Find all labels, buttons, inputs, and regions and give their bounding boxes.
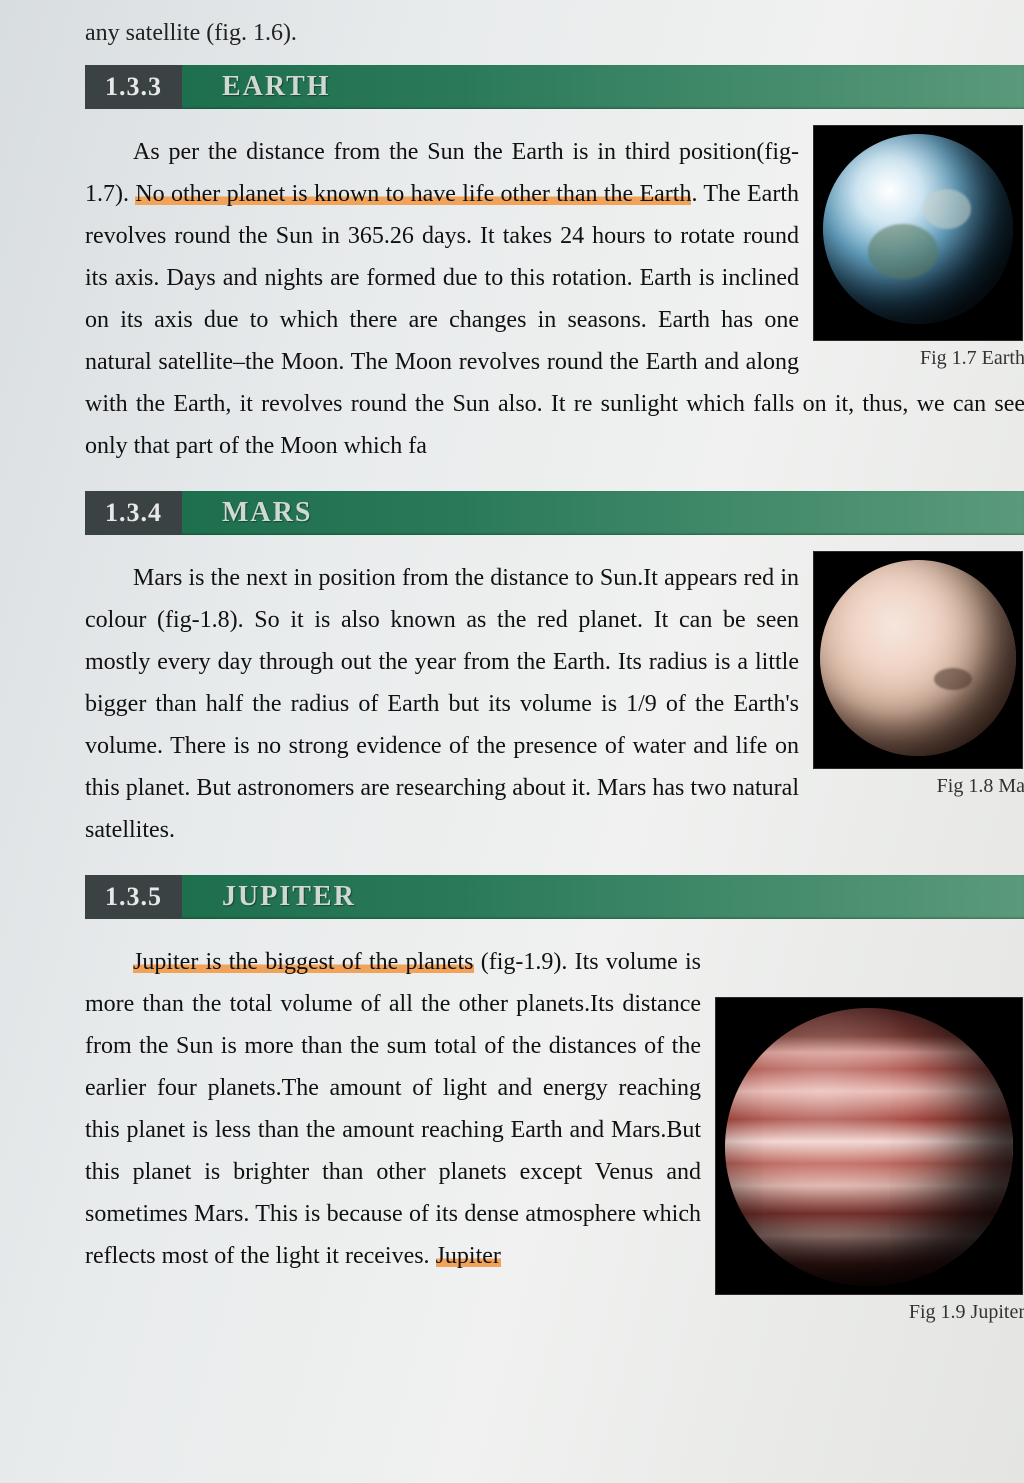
section-title: JUPITER [222, 881, 356, 913]
figure-mars: Fig 1.8 Ma [813, 551, 1024, 798]
highlighted-text: Jupiter [436, 1243, 501, 1269]
figure-caption-earth: Fig 1.7 Earth [813, 347, 1024, 370]
text-run: (fig-1.9). Its volume is more than the t… [85, 949, 701, 1269]
figure-caption-mars: Fig 1.8 Ma [813, 775, 1024, 798]
section-header-mars: 1.3.4 MARS [85, 491, 1024, 535]
section-number: 1.3.4 [85, 491, 182, 535]
figure-image-jupiter [715, 997, 1023, 1295]
page-fragment-top: any satellite (fig. 1.6). [85, 20, 1024, 47]
figure-image-earth [813, 125, 1023, 341]
highlighted-text: Jupiter is the biggest of the planets [133, 949, 474, 975]
highlighted-text: No other planet is known to have life ot… [135, 181, 691, 207]
figure-earth: Fig 1.7 Earth [813, 125, 1024, 370]
section-title: MARS [222, 497, 312, 529]
section-header-earth: 1.3.3 EARTH [85, 65, 1024, 109]
section-body-earth: Fig 1.7 Earth As per the distance from t… [85, 131, 1024, 467]
section-header-jupiter: 1.3.5 JUPITER [85, 875, 1024, 919]
planet-mars-illustration [820, 560, 1016, 756]
section-number: 1.3.5 [85, 875, 182, 919]
figure-image-mars [813, 551, 1023, 769]
section-body-jupiter: Fig 1.9 Jupiter Jupiter is the biggest o… [85, 941, 1024, 1330]
figure-caption-jupiter: Fig 1.9 Jupiter [715, 1301, 1024, 1324]
section-title: EARTH [222, 71, 331, 103]
section-number: 1.3.3 [85, 65, 182, 109]
figure-jupiter: Fig 1.9 Jupiter [715, 997, 1024, 1324]
planet-jupiter-illustration [725, 1008, 1013, 1286]
section-body-mars: Fig 1.8 Ma Mars is the next in position … [85, 557, 1024, 851]
planet-earth-illustration [823, 134, 1013, 324]
